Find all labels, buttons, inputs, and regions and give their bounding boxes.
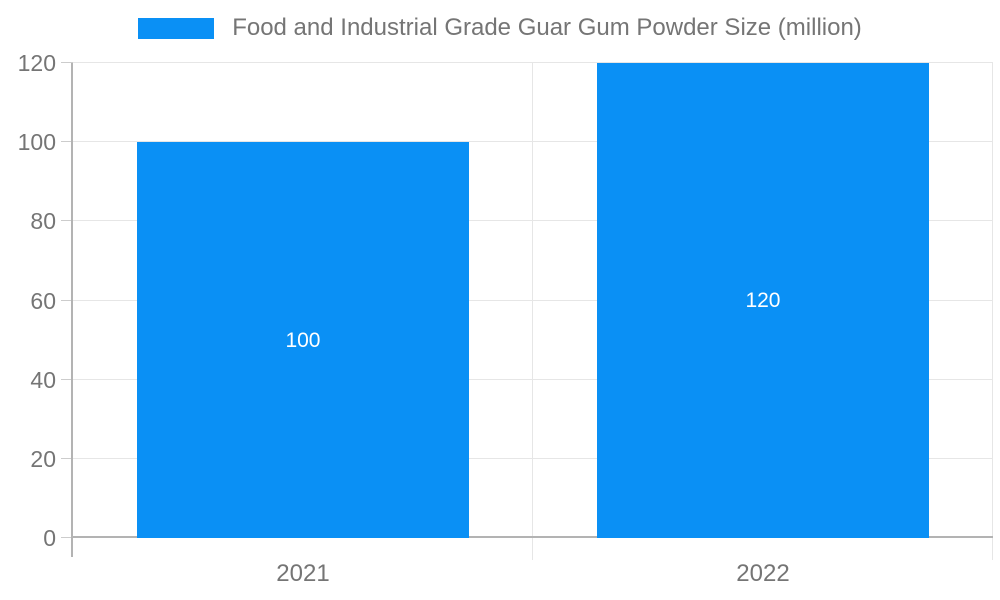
y-tick-label: 80	[30, 208, 56, 235]
y-tick-label: 40	[30, 366, 56, 393]
bar-2021: 100	[137, 142, 469, 538]
y-axis-tick	[61, 457, 73, 459]
y-axis-tick	[61, 299, 73, 301]
y-tick-label: 60	[30, 287, 56, 314]
gridline-vertical	[532, 63, 533, 560]
y-axis-tick	[61, 537, 73, 538]
bar-value-label: 120	[745, 289, 781, 312]
bar-2022: 120	[597, 63, 929, 538]
y-axis-tick	[61, 220, 73, 222]
gridline-horizontal	[73, 62, 993, 63]
gridline-vertical	[992, 63, 993, 560]
y-tick-label: 100	[17, 129, 56, 156]
chart-legend[interactable]: Food and Industrial Grade Guar Gum Powde…	[0, 13, 1000, 43]
x-axis-line	[71, 536, 993, 538]
x-tick-label: 2021	[276, 560, 330, 587]
y-axis-tick	[61, 378, 73, 380]
bar-value-label: 100	[285, 328, 321, 352]
y-tick-label: 0	[43, 525, 56, 551]
gridline-horizontal	[73, 220, 993, 222]
y-axis-tick	[61, 62, 73, 63]
gridline-horizontal	[73, 378, 993, 380]
gridline-horizontal	[73, 141, 993, 143]
legend-swatch	[138, 17, 215, 39]
y-tick-label: 20	[30, 445, 56, 472]
legend-title: Food and Industrial Grade Guar Gum Powde…	[232, 13, 862, 41]
x-tick-label: 2022	[736, 560, 790, 587]
gridline-horizontal	[73, 457, 993, 459]
y-tick-label: 120	[17, 50, 56, 76]
y-axis-line	[71, 63, 73, 557]
gridline-horizontal	[73, 299, 993, 301]
y-axis-tick	[61, 141, 73, 143]
